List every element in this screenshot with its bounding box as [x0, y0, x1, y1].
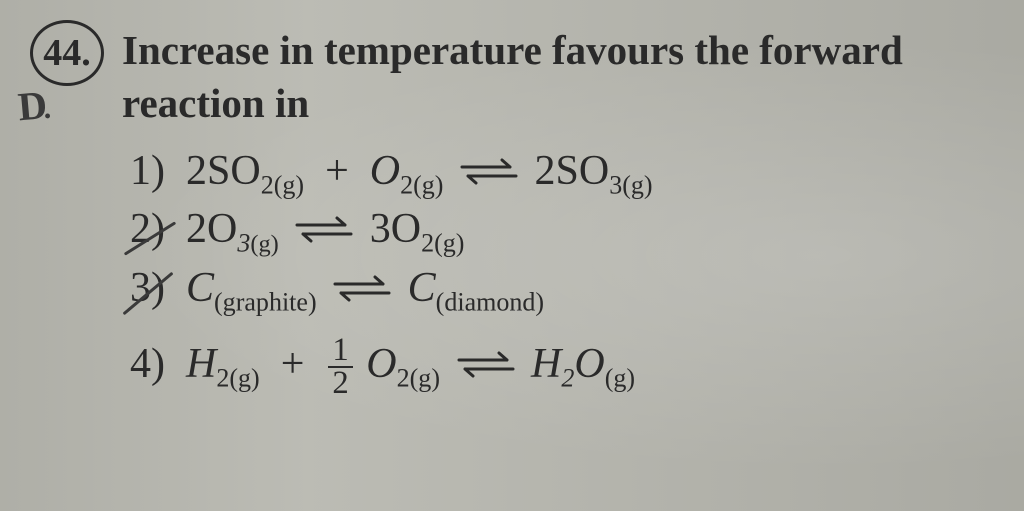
question-text: Increase in temperature favours the forw…	[122, 20, 903, 131]
option-3: 3) C(graphite) C(diamond)	[130, 260, 994, 317]
equilibrium-arrow-icon	[333, 262, 391, 292]
equilibrium-arrow-icon	[460, 145, 518, 175]
option-number: 3)	[130, 260, 186, 317]
option-1-equation: 2SO2(g) + O2(g) 2SO3(g)	[186, 143, 653, 200]
option-number: 4)	[130, 336, 186, 393]
question-line1: Increase in temperature favours the forw…	[122, 27, 903, 73]
options-list: 1) 2SO2(g) + O2(g) 2SO3(g) 2) 2O3(g) 3O2…	[130, 143, 994, 400]
option-2-equation: 2O3(g) 3O2(g)	[186, 201, 464, 258]
question-number-wrap: 44. D.	[30, 20, 104, 86]
question-number: 44.	[43, 31, 91, 75]
option-number: 1)	[130, 143, 186, 200]
fraction: 1 2	[328, 335, 352, 400]
option-1: 1) 2SO2(g) + O2(g) 2SO3(g)	[130, 143, 994, 200]
question-block: 44. D. Increase in temperature favours t…	[30, 20, 994, 399]
question-line2: reaction in	[122, 80, 309, 126]
equilibrium-arrow-icon	[295, 203, 353, 233]
option-3-equation: C(graphite) C(diamond)	[186, 260, 544, 317]
option-4-equation: H2(g) + 1 2 O2(g) H2O(g)	[186, 335, 635, 400]
option-2: 2) 2O3(g) 3O2(g)	[130, 201, 994, 258]
equilibrium-arrow-icon	[457, 338, 515, 368]
question-header: 44. D. Increase in temperature favours t…	[30, 20, 994, 131]
handwritten-annotation: D.	[16, 81, 52, 131]
option-4: 4) H2(g) + 1 2 O2(g) H2O(g)	[130, 335, 994, 400]
question-number-circle: 44.	[30, 20, 104, 86]
option-number: 2)	[130, 201, 186, 258]
